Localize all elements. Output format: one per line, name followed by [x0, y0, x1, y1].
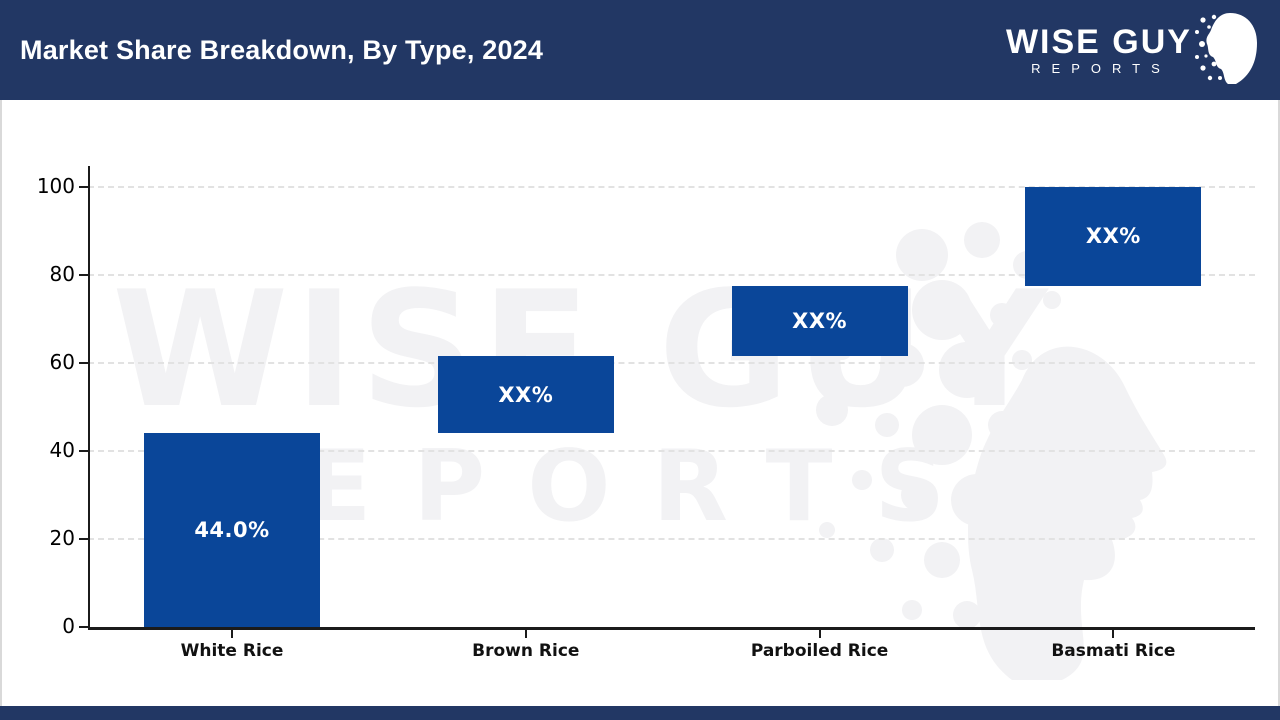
- y-tick-label-0: 0: [62, 614, 75, 638]
- brand-logo-line2: REPORTS: [1031, 61, 1171, 76]
- brand-logo: WISE GUY REPORTS: [1006, 10, 1260, 90]
- chart-stage: WISE GUY REPORTS 44.0% X: [0, 100, 1280, 706]
- x-category-label-3: Basmati Rice: [1051, 641, 1176, 661]
- y-tick-label-20: 20: [49, 526, 75, 550]
- x-tick-1: [524, 630, 527, 638]
- bar-white-rice: 44.0%: [144, 433, 320, 627]
- bar-parboiled-rice: XX%: [731, 285, 908, 356]
- x-category-label-2: Parboiled Rice: [750, 641, 889, 661]
- bar-value-label: XX%: [498, 382, 554, 407]
- x-category-label-1: Brown Rice: [472, 641, 580, 661]
- y-tick-20: [79, 538, 88, 540]
- bar-value-label: XX%: [1085, 224, 1141, 249]
- brand-logo-line1: WISE GUY: [1005, 23, 1192, 61]
- y-tick-label-40: 40: [49, 438, 75, 462]
- footer-bar: [0, 706, 1280, 720]
- x-tick-0: [231, 630, 233, 638]
- bar-brown-rice: XX%: [437, 355, 614, 434]
- x-tick-2: [818, 630, 821, 638]
- brand-logo-text: WISE GUY REPORTS: [1006, 25, 1192, 75]
- x-axis-line: [88, 627, 1255, 630]
- x-category-label-0: White Rice: [180, 641, 284, 661]
- header-bar: Market Share Breakdown, By Type, 2024 WI…: [0, 0, 1280, 100]
- y-axis-line: [88, 166, 90, 630]
- gridline-100: [88, 186, 1255, 188]
- y-tick-label-80: 80: [49, 262, 75, 286]
- gridline-20: [88, 538, 1255, 540]
- bar-value-label: 44.0%: [194, 518, 270, 543]
- gridline-80: [88, 274, 1255, 276]
- y-tick-label-100: 100: [36, 174, 75, 198]
- y-tick-80: [79, 274, 88, 276]
- gridline-40: [88, 450, 1255, 452]
- y-tick-label-60: 60: [49, 350, 75, 374]
- y-tick-40: [79, 450, 88, 452]
- bar-value-label: XX%: [792, 308, 848, 333]
- gridline-60: [88, 362, 1255, 364]
- bar-basmati-rice: XX%: [1025, 187, 1202, 286]
- x-tick-3: [1112, 630, 1115, 638]
- y-tick-0: [79, 626, 88, 628]
- brand-face-icon: [1194, 10, 1260, 90]
- y-tick-60: [79, 362, 88, 364]
- y-tick-100: [79, 186, 88, 188]
- page-title: Market Share Breakdown, By Type, 2024: [20, 34, 544, 65]
